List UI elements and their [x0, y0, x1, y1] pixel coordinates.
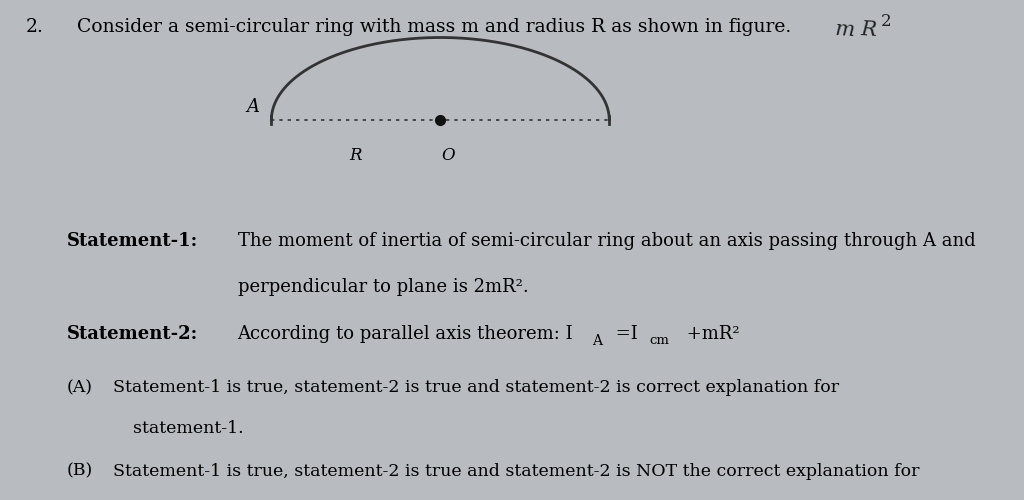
Text: =I: =I — [610, 325, 638, 343]
Text: 2: 2 — [881, 12, 891, 29]
Text: statement-1.: statement-1. — [133, 420, 244, 437]
Text: O: O — [441, 148, 456, 164]
Text: R: R — [860, 20, 877, 40]
Text: The moment of inertia of semi-circular ring about an axis passing through A and: The moment of inertia of semi-circular r… — [238, 232, 975, 250]
Text: A: A — [246, 98, 259, 116]
Text: Statement-1:: Statement-1: — [67, 232, 198, 250]
Text: +mR²: +mR² — [681, 325, 739, 343]
Text: m: m — [835, 20, 855, 40]
Text: perpendicular to plane is 2mR².: perpendicular to plane is 2mR². — [238, 278, 528, 296]
Text: (A): (A) — [67, 379, 92, 396]
Text: R: R — [349, 148, 362, 164]
Text: Statement-1 is true, statement-2 is true and statement-2 is correct explanation : Statement-1 is true, statement-2 is true… — [113, 379, 839, 396]
Text: According to parallel axis theorem: I: According to parallel axis theorem: I — [238, 325, 573, 343]
Text: Statement-2:: Statement-2: — [67, 325, 198, 343]
Text: Statement-1 is true, statement-2 is true and statement-2 is NOT the correct expl: Statement-1 is true, statement-2 is true… — [113, 462, 920, 479]
Text: 2.: 2. — [26, 18, 43, 36]
Text: A: A — [592, 334, 602, 348]
Text: (B): (B) — [67, 462, 93, 479]
Text: Consider a semi-circular ring with mass m and radius R as shown in figure.: Consider a semi-circular ring with mass … — [77, 18, 792, 36]
Text: cm: cm — [649, 334, 669, 347]
